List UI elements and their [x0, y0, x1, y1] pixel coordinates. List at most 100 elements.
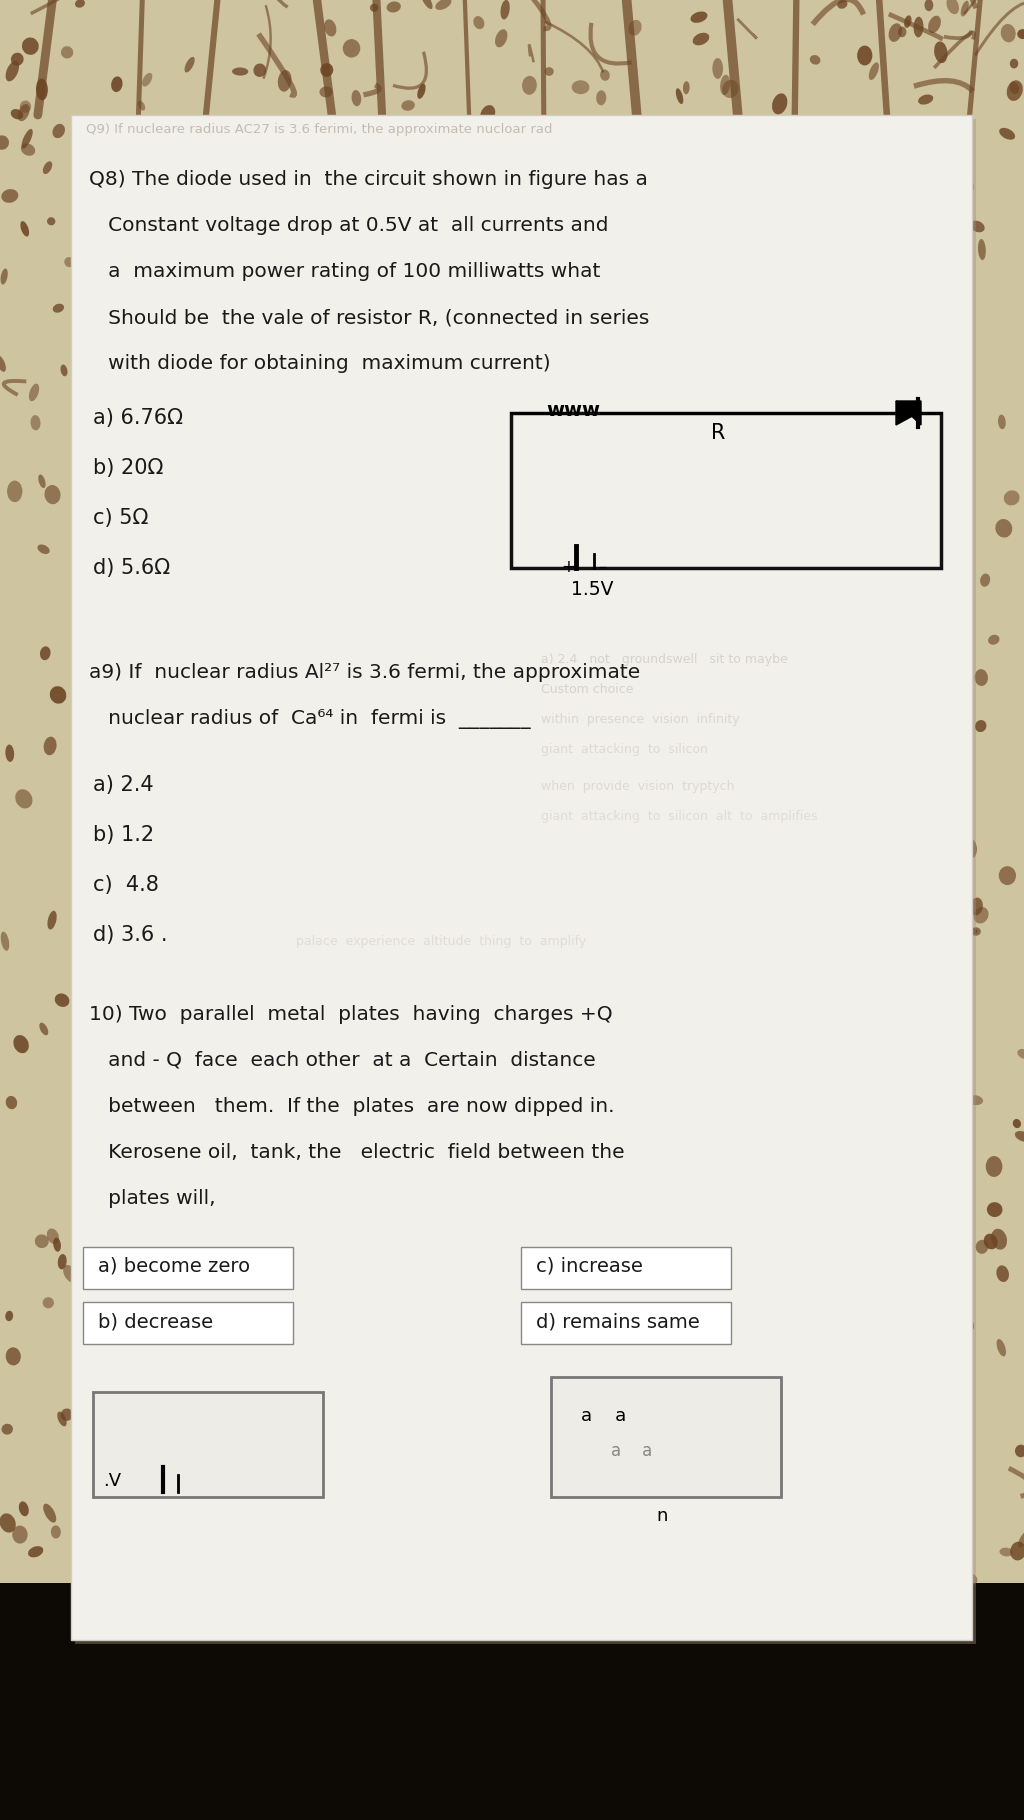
Ellipse shape: [898, 27, 906, 36]
Ellipse shape: [838, 0, 848, 9]
Ellipse shape: [1007, 80, 1023, 100]
Ellipse shape: [996, 1265, 1009, 1281]
Ellipse shape: [418, 84, 426, 98]
Ellipse shape: [321, 64, 333, 76]
Ellipse shape: [1, 1423, 13, 1434]
Text: d) 3.6 .: d) 3.6 .: [93, 925, 168, 945]
Ellipse shape: [112, 76, 123, 93]
Ellipse shape: [63, 1265, 77, 1283]
Text: 1.5V: 1.5V: [571, 581, 613, 599]
Text: nuclear radius of  Ca⁶⁴ in  fermi is  _______: nuclear radius of Ca⁶⁴ in fermi is _____…: [89, 710, 530, 730]
Ellipse shape: [38, 544, 50, 553]
Ellipse shape: [1, 932, 9, 950]
Ellipse shape: [934, 42, 947, 64]
Bar: [83, 1247, 293, 1289]
Ellipse shape: [270, 1567, 284, 1578]
Ellipse shape: [498, 1563, 509, 1583]
Ellipse shape: [53, 304, 65, 313]
Ellipse shape: [937, 1560, 955, 1578]
Ellipse shape: [10, 109, 24, 120]
Ellipse shape: [928, 16, 941, 33]
Ellipse shape: [44, 484, 60, 504]
Ellipse shape: [469, 1523, 476, 1540]
Text: Kerosene oil,  tank, the   electric  field between the: Kerosene oil, tank, the electric field b…: [89, 1143, 625, 1161]
Ellipse shape: [324, 20, 337, 36]
Ellipse shape: [20, 144, 35, 157]
Text: a9) If  nuclear radius Al²⁷ is 3.6 fermi, the approximate: a9) If nuclear radius Al²⁷ is 3.6 fermi,…: [89, 662, 640, 682]
Ellipse shape: [232, 67, 248, 76]
Text: palace  experience  altitude  thing  to  amplify: palace experience altitude thing to ampl…: [296, 935, 587, 948]
Polygon shape: [896, 400, 921, 426]
Ellipse shape: [970, 897, 983, 915]
Ellipse shape: [692, 33, 710, 46]
Ellipse shape: [60, 1409, 73, 1421]
Ellipse shape: [0, 355, 6, 371]
Text: a) become zero: a) become zero: [98, 1258, 250, 1276]
Bar: [93, 1392, 323, 1498]
Ellipse shape: [473, 16, 484, 29]
Ellipse shape: [946, 0, 959, 15]
Ellipse shape: [847, 1562, 858, 1572]
Ellipse shape: [868, 62, 879, 80]
Ellipse shape: [7, 480, 23, 502]
Ellipse shape: [722, 80, 738, 98]
Ellipse shape: [835, 1536, 851, 1547]
Text: giant  attacking  to  silicon  alt  to  amplifies: giant attacking to silicon alt to amplif…: [541, 810, 817, 823]
Ellipse shape: [889, 24, 902, 42]
Ellipse shape: [57, 1254, 67, 1269]
Ellipse shape: [278, 69, 292, 91]
Ellipse shape: [31, 415, 41, 430]
Ellipse shape: [11, 53, 24, 66]
Text: d) remains same: d) remains same: [536, 1312, 699, 1330]
Ellipse shape: [676, 89, 683, 104]
Ellipse shape: [487, 1525, 497, 1542]
Ellipse shape: [600, 69, 609, 80]
Text: a) 2.4: a) 2.4: [93, 775, 154, 795]
Ellipse shape: [276, 1496, 288, 1512]
Text: 10) Two  parallel  metal  plates  having  charges +Q: 10) Two parallel metal plates having cha…: [89, 1005, 612, 1025]
Ellipse shape: [40, 646, 50, 661]
Ellipse shape: [319, 86, 333, 98]
Ellipse shape: [52, 124, 65, 138]
Ellipse shape: [919, 95, 933, 104]
Ellipse shape: [690, 11, 708, 24]
Ellipse shape: [547, 1549, 564, 1565]
Bar: [83, 1301, 293, 1343]
Ellipse shape: [571, 80, 590, 95]
Ellipse shape: [1, 189, 18, 202]
Ellipse shape: [890, 1538, 902, 1558]
Ellipse shape: [43, 1503, 56, 1523]
Ellipse shape: [1017, 29, 1024, 38]
Ellipse shape: [29, 384, 39, 400]
Ellipse shape: [0, 135, 9, 149]
Ellipse shape: [258, 1552, 269, 1571]
Ellipse shape: [987, 1203, 1002, 1218]
Text: c) increase: c) increase: [536, 1258, 643, 1276]
Text: a) 2.4   not   groundswell   sit to maybe: a) 2.4 not groundswell sit to maybe: [541, 653, 787, 666]
Ellipse shape: [5, 60, 19, 82]
Ellipse shape: [142, 73, 153, 87]
Bar: [75, 118, 976, 1643]
Ellipse shape: [495, 29, 508, 47]
Ellipse shape: [988, 635, 999, 644]
Ellipse shape: [1004, 490, 1020, 506]
Ellipse shape: [428, 1534, 439, 1551]
Ellipse shape: [61, 46, 74, 58]
Ellipse shape: [351, 89, 361, 106]
Ellipse shape: [110, 1522, 127, 1534]
Text: Should be  the vale of resistor R, (connected in series: Should be the vale of resistor R, (conne…: [89, 308, 649, 328]
Ellipse shape: [984, 1234, 997, 1249]
Ellipse shape: [387, 2, 400, 13]
Ellipse shape: [22, 129, 33, 149]
Text: Q9) If nucleare radius AC27 is 3.6 ferimi, the approximate nucloar rad: Q9) If nucleare radius AC27 is 3.6 ferim…: [86, 124, 553, 136]
Ellipse shape: [47, 910, 56, 930]
Ellipse shape: [1010, 58, 1018, 69]
Text: a    a: a a: [581, 1407, 627, 1425]
Text: n: n: [656, 1507, 668, 1525]
Ellipse shape: [5, 744, 14, 763]
Ellipse shape: [1018, 1048, 1024, 1059]
Ellipse shape: [54, 994, 70, 1006]
Ellipse shape: [138, 100, 145, 111]
Ellipse shape: [857, 46, 872, 66]
Ellipse shape: [60, 364, 68, 377]
